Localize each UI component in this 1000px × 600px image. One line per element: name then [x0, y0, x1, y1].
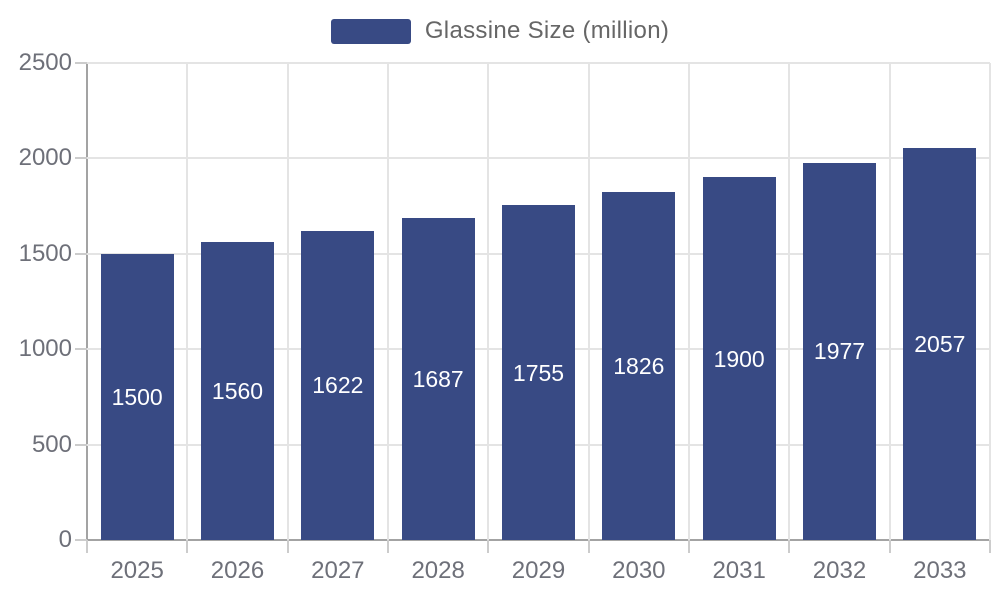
x-axis-label: 2025	[110, 557, 164, 584]
bar[interactable]: 2057	[903, 147, 977, 540]
y-axis-label: 0	[58, 526, 72, 553]
y-axis-tick	[75, 157, 87, 160]
x-axis-label: 2027	[311, 557, 365, 584]
gridline-vertical	[788, 63, 791, 540]
x-axis-tick	[186, 540, 189, 553]
bar-value-label: 1755	[512, 359, 565, 386]
x-axis-tick	[688, 540, 690, 553]
x-axis-tick	[788, 540, 791, 553]
legend-label: Glassine Size (million)	[424, 17, 670, 44]
gridline-vertical	[387, 63, 389, 540]
bar[interactable]: 1977	[803, 162, 876, 540]
gridline-vertical	[186, 63, 189, 540]
x-axis-tick	[286, 540, 289, 553]
x-axis-tick	[989, 540, 991, 553]
bar[interactable]: 1687	[401, 218, 475, 540]
bar-value-label: 1622	[312, 372, 364, 399]
y-axis-tick	[75, 348, 87, 351]
x-axis-tick	[888, 540, 891, 553]
x-axis-line	[86, 539, 990, 541]
bar[interactable]: 1900	[702, 177, 776, 540]
y-axis-line	[86, 63, 88, 540]
bar-value-label: 1687	[412, 366, 464, 393]
bar[interactable]: 1755	[502, 205, 575, 540]
gridline-vertical	[989, 63, 991, 540]
gridline-horizontal	[87, 62, 990, 64]
x-axis-label: 2032	[812, 557, 867, 584]
x-axis-tick	[86, 540, 88, 553]
bar-value-label: 2057	[914, 330, 966, 357]
plot-area: 1500 1560 1622 1687 1755 1826 1900 1977 2057	[87, 62, 991, 540]
bar-value-label: 1826	[613, 352, 665, 379]
y-axis-label: 2000	[18, 144, 72, 172]
x-axis-tick	[487, 540, 490, 553]
x-axis-tick	[587, 540, 590, 553]
x-axis-tick	[387, 540, 389, 553]
y-axis-label: 1500	[18, 239, 72, 267]
gridline-vertical	[587, 63, 590, 540]
y-axis-tick	[75, 252, 87, 255]
gridline-vertical	[688, 63, 690, 540]
y-axis-label: 500	[31, 430, 72, 458]
bar[interactable]: 1622	[301, 230, 375, 540]
x-axis-label: 2026	[210, 557, 265, 584]
x-axis-label: 2031	[712, 557, 766, 584]
y-axis-label: 2500	[18, 49, 72, 76]
y-axis-tick	[75, 62, 87, 64]
bar[interactable]: 1826	[602, 191, 676, 540]
y-axis-label: 1000	[18, 335, 72, 363]
x-axis-label: 2033	[913, 557, 967, 584]
legend-swatch	[330, 18, 411, 44]
gridline-vertical	[487, 63, 490, 540]
bar-value-label: 1560	[211, 378, 264, 405]
gridline-horizontal	[87, 157, 990, 160]
bar-value-label: 1900	[713, 345, 765, 372]
bar[interactable]: 1560	[201, 242, 274, 540]
x-axis-label: 2029	[511, 557, 566, 584]
x-axis-label: 2028	[411, 557, 465, 584]
gridline-vertical	[888, 63, 891, 540]
bar-value-label: 1500	[111, 383, 163, 410]
y-axis-tick	[75, 539, 87, 541]
x-axis-label: 2030	[612, 557, 666, 584]
y-axis-tick	[75, 443, 87, 446]
gridline-vertical	[286, 63, 289, 540]
legend[interactable]: Glassine Size (million)	[0, 17, 1000, 45]
bar-value-label: 1977	[813, 338, 866, 365]
bar[interactable]: 1500	[100, 253, 174, 540]
